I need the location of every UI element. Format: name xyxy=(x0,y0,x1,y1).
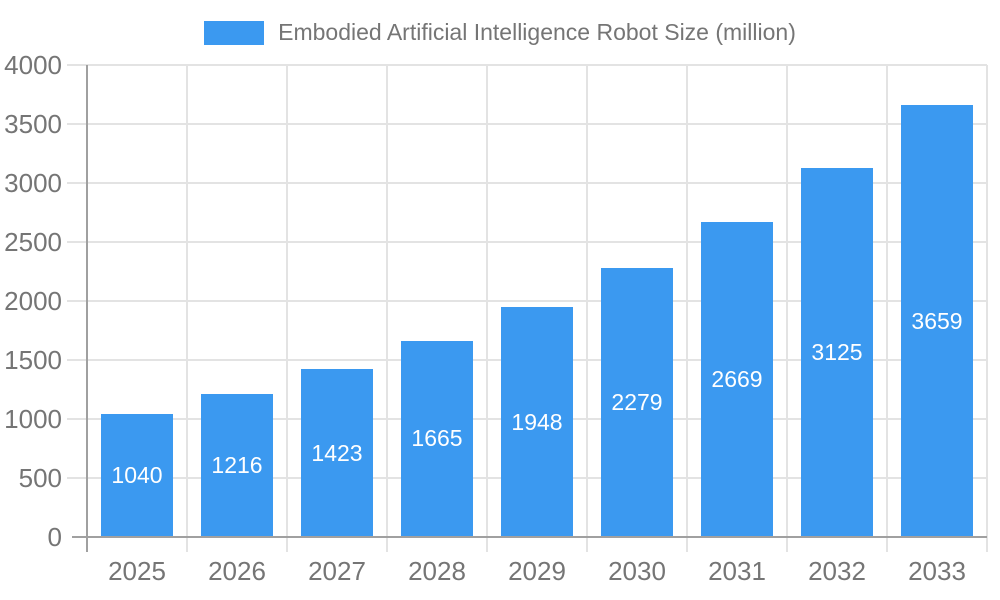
y-axis-tick-label: 500 xyxy=(18,463,62,493)
bar-value-label: 2279 xyxy=(611,389,663,416)
x-axis-tick xyxy=(286,537,288,552)
x-axis-tick xyxy=(786,537,788,552)
bar-value-label: 3125 xyxy=(811,339,863,366)
bar-2030: 2279 xyxy=(601,268,673,537)
v-gridline xyxy=(986,65,988,537)
x-axis-tick-label: 2032 xyxy=(808,556,866,586)
y-axis-tick xyxy=(67,64,87,66)
y-axis-tick-label: 1500 xyxy=(4,345,62,375)
v-gridline xyxy=(486,65,488,537)
x-axis-tick xyxy=(886,537,888,552)
v-gridline xyxy=(586,65,588,537)
bar-2027: 1423 xyxy=(301,369,373,537)
v-gridline xyxy=(286,65,288,537)
x-axis-tick xyxy=(686,537,688,552)
y-axis-tick-label: 4000 xyxy=(4,50,62,80)
x-axis-tick-label: 2026 xyxy=(208,556,266,586)
x-axis-tick-label: 2029 xyxy=(508,556,566,586)
y-axis-tick xyxy=(67,182,87,184)
h-gridline xyxy=(87,300,987,302)
v-gridline xyxy=(386,65,388,537)
h-gridline xyxy=(87,123,987,125)
y-axis-tick-label: 3000 xyxy=(4,168,62,198)
bar-value-label: 3659 xyxy=(911,307,963,334)
h-gridline xyxy=(87,182,987,184)
y-axis-tick xyxy=(67,300,87,302)
y-axis-tick-label: 1000 xyxy=(4,404,62,434)
bar-2026: 1216 xyxy=(201,393,273,537)
bar-2032: 3125 xyxy=(801,168,873,537)
bar-2031: 2669 xyxy=(701,222,773,537)
y-axis-tick xyxy=(67,123,87,125)
v-gridline xyxy=(886,65,888,537)
x-axis-line xyxy=(72,536,987,538)
x-axis-tick-label: 2030 xyxy=(608,556,666,586)
legend-label: Embodied Artificial Intelligence Robot S… xyxy=(278,19,796,45)
y-axis-tick-label: 3500 xyxy=(4,109,62,139)
legend: Embodied Artificial Intelligence Robot S… xyxy=(0,19,1000,46)
y-axis-tick xyxy=(67,241,87,243)
v-gridline xyxy=(686,65,688,537)
x-axis-tick xyxy=(386,537,388,552)
y-axis-tick xyxy=(67,418,87,420)
bar-2028: 1665 xyxy=(401,340,473,537)
legend-swatch xyxy=(204,20,265,45)
x-axis-tick xyxy=(486,537,488,552)
x-axis-tick xyxy=(986,537,988,552)
y-axis-line xyxy=(86,65,88,552)
v-gridline xyxy=(186,65,188,537)
h-gridline xyxy=(87,64,987,66)
bar-value-label: 1040 xyxy=(111,462,163,489)
y-axis-tick-label: 2500 xyxy=(4,227,62,257)
v-gridline xyxy=(786,65,788,537)
y-axis-tick-label: 0 xyxy=(47,522,62,552)
y-axis-tick xyxy=(67,359,87,361)
x-axis-tick-label: 2028 xyxy=(408,556,466,586)
x-axis-tick xyxy=(186,537,188,552)
bar-2033: 3659 xyxy=(901,105,973,537)
bar-value-label: 1423 xyxy=(311,439,363,466)
bar-value-label: 1948 xyxy=(511,408,563,435)
y-axis-tick-label: 2000 xyxy=(4,286,62,316)
x-axis-tick-label: 2027 xyxy=(308,556,366,586)
x-axis-tick-label: 2033 xyxy=(908,556,966,586)
bar-value-label: 1216 xyxy=(211,451,263,478)
x-axis-tick xyxy=(586,537,588,552)
x-axis-tick-label: 2031 xyxy=(708,556,766,586)
bar-value-label: 2669 xyxy=(711,366,763,393)
x-axis-tick-label: 2025 xyxy=(108,556,166,586)
bar-value-label: 1665 xyxy=(411,425,463,452)
bar-2029: 1948 xyxy=(501,307,573,537)
h-gridline xyxy=(87,241,987,243)
bar-2025: 1040 xyxy=(101,414,173,537)
y-axis-tick xyxy=(67,477,87,479)
